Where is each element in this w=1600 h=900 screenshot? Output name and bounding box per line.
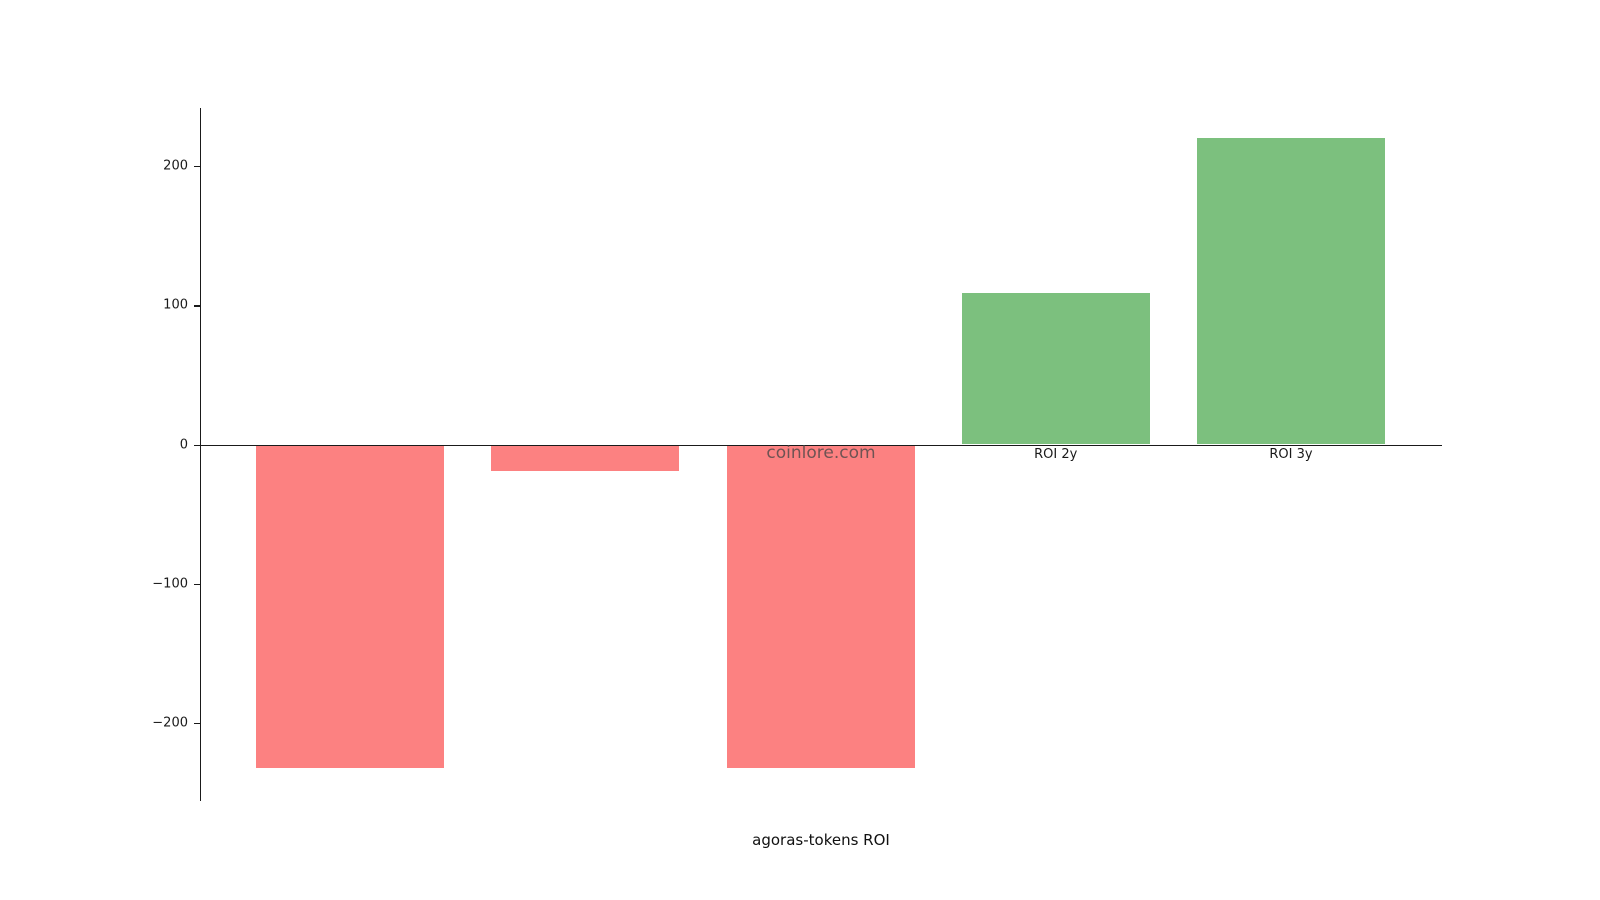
- y-tick-mark: [194, 305, 200, 307]
- bar-ROI 2y: [961, 292, 1150, 445]
- bar-category-1: [256, 444, 444, 768]
- bar-ROI 3y: [1197, 138, 1385, 445]
- y-tick-label: 0: [179, 437, 188, 452]
- y-tick-mark: [194, 583, 200, 586]
- y-axis-line: [200, 108, 202, 801]
- bar-category-2: [491, 444, 680, 471]
- x-tick-label: ROI 2y: [1034, 447, 1078, 462]
- chart-xlabel: agoras-tokens ROI: [752, 831, 890, 849]
- y-tick-mark: [194, 444, 200, 446]
- y-tick-mark: [194, 166, 200, 168]
- y-tick-label: −100: [152, 576, 188, 592]
- y-tick-label: 200: [163, 158, 188, 174]
- x-tick-label: ROI 3y: [1269, 447, 1313, 462]
- x-axis-zero-line: [200, 444, 1442, 446]
- bar-category-3: [726, 444, 915, 768]
- y-tick-label: −200: [152, 715, 188, 731]
- watermark-text: coinlore.com: [766, 443, 876, 463]
- y-tick-label: 100: [163, 297, 188, 313]
- y-tick-mark: [194, 723, 200, 725]
